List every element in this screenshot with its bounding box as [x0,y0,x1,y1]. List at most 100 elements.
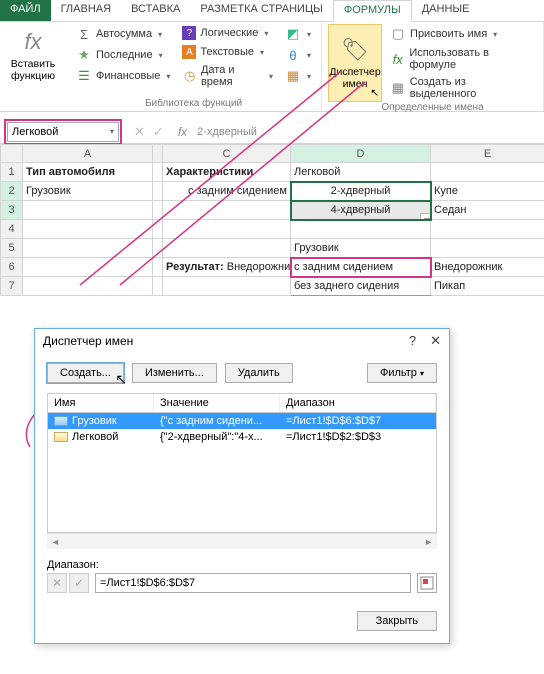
theta-icon: θ [285,47,301,63]
formula-input[interactable]: 2-хдверный [193,126,544,138]
worksheet-grid: A C D E 1 Тип автомобиля Характеристики … [0,144,544,296]
cell-E2[interactable]: Купе [431,182,544,201]
cell-D5[interactable]: Грузовик [291,239,431,258]
rowhdr-6[interactable]: 6 [1,258,23,277]
tab-formulas[interactable]: ФОРМУЛЫ [333,0,412,22]
hdr-value[interactable]: Значение [154,394,280,412]
logical-button[interactable]: ?Логические▾ [178,24,277,42]
financial-button[interactable]: ☰Финансовые▾ [72,66,174,86]
ribbon-tabs: ФАЙЛ ГЛАВНАЯ ВСТАВКА РАЗМЕТКА СТРАНИЦЫ Ф… [0,0,544,22]
tab-file[interactable]: ФАЙЛ [0,0,51,21]
range-accept-icon[interactable]: ✓ [69,573,89,593]
cell-C6[interactable]: Результат: Внедорожник [163,258,291,277]
more-icon: ▦ [285,68,301,84]
accept-icon[interactable]: ✓ [153,124,164,140]
fx-label-icon[interactable]: fx [178,125,187,139]
text-button[interactable]: AТекстовые▾ [178,43,277,61]
hdr-name[interactable]: Имя [48,394,154,412]
lookup-button[interactable]: ◩▾ [281,24,315,44]
tag-small-icon: ▢ [390,26,406,42]
sigma-icon: Σ [76,26,92,42]
grid-icon: ▦ [390,80,406,96]
cell-D1[interactable]: Легковой [291,163,431,182]
cell-C1[interactable]: Характеристики [163,163,291,182]
cell-E7[interactable]: Пикап [431,277,544,296]
close-icon[interactable]: ✕ [430,333,441,349]
tab-insert[interactable]: ВСТАВКА [121,0,190,21]
cancel-icon[interactable]: ✕ [134,124,145,140]
dialog-title: Диспетчер имен [43,334,133,348]
col-A[interactable]: A [23,145,153,163]
cell-A2[interactable]: Грузовик [23,182,153,201]
horizontal-scrollbar[interactable]: ◄► [47,533,437,549]
row-1: 1 Тип автомобиля Характеристики Легковой [1,163,544,182]
cell-C2[interactable]: с задним сидением [163,182,291,201]
chevron-down-icon[interactable]: ▾ [110,127,114,136]
rowhdr-7[interactable]: 7 [1,277,23,296]
dialog-titlebar[interactable]: Диспетчер имен ? ✕ [35,329,449,353]
edit-button[interactable]: Изменить... [132,363,217,383]
use-in-formula-button[interactable]: fxИспользовать в формуле [386,45,537,73]
rowhdr-1[interactable]: 1 [1,163,23,182]
math-button[interactable]: θ▾ [281,45,315,65]
list-header: Имя Значение Диапазон [47,393,437,413]
cell-D7[interactable]: без заднего сидения [291,277,431,296]
cell-E3[interactable]: Седан [431,201,544,220]
cell-A1[interactable]: Тип автомобиля [23,163,153,182]
range-picker-icon[interactable] [417,573,437,593]
name-manager-button[interactable]: 🏷 Диспетчер имен ↖ [328,24,382,102]
group-names-label: Определенные имена [328,102,537,115]
column-headers: A C D E [1,145,544,163]
col-B[interactable] [153,145,163,163]
col-C[interactable]: C [163,145,291,163]
tab-layout[interactable]: РАЗМЕТКА СТРАНИЦЫ [190,0,332,21]
group-library-label: Библиотека функций [72,98,315,111]
cell-E6[interactable]: Внедорожник [431,258,544,277]
lookup-icon: ◩ [285,26,301,42]
ribbon: fx Вставить функцию ΣАвтосумма▾ ★Последн… [0,22,544,112]
formula-bar-buttons: ✕ ✓ [126,124,172,140]
hdr-range[interactable]: Диапазон [280,394,436,412]
range-input[interactable]: =Лист1!$D$6:$D$7 [95,573,411,593]
autosum-button[interactable]: ΣАвтосумма▾ [72,24,174,44]
row-4: 4 [1,220,544,239]
question-icon: ? [182,26,196,40]
name-box-value: Легковой [12,126,58,138]
smart-tag-icon[interactable]: ▤ [420,213,431,220]
assign-name-button[interactable]: ▢Присвоить имя▾ [386,24,537,44]
money-icon: ☰ [76,68,92,84]
insert-function-button[interactable]: fx Вставить функцию [6,24,60,86]
rowhdr-3[interactable]: 3 [1,201,23,220]
cell-D2[interactable]: 2-хдверный [291,182,431,201]
range-label: Диапазон: [47,559,99,571]
range-cancel-icon[interactable]: ✕ [47,573,67,593]
tag-icon: 🏷 [341,36,369,64]
rowhdr-4[interactable]: 4 [1,220,23,239]
help-icon[interactable]: ? [409,333,416,349]
delete-button[interactable]: Удалить [225,363,293,383]
text-icon: A [182,45,196,59]
rowhdr-5[interactable]: 5 [1,239,23,258]
filter-button[interactable]: Фильтр ▾ [367,363,437,383]
datetime-button[interactable]: ◷Дата и время▾ [178,62,277,90]
recent-button[interactable]: ★Последние▾ [72,45,174,65]
clock-icon: ◷ [182,68,197,84]
create-from-sel-button[interactable]: ▦Создать из выделенного [386,74,537,102]
cell-D6[interactable]: с задним сидением [291,258,431,277]
tab-data[interactable]: ДАННЫЕ [412,0,480,21]
fx-small-icon: fx [390,51,405,67]
col-E[interactable]: E [431,145,544,163]
col-D[interactable]: D [291,145,431,163]
close-button[interactable]: Закрыть [357,611,437,631]
select-all-corner[interactable] [1,145,23,163]
namebox-highlight: Легковой ▾ [4,119,122,145]
names-list[interactable]: Грузовик {"с задним сидени... =Лист1!$D$… [47,413,437,533]
list-item[interactable]: Легковой {"2-хдверный":"4-х... =Лист1!$D… [48,429,436,445]
rowhdr-2[interactable]: 2 [1,182,23,201]
list-item[interactable]: Грузовик {"с задним сидени... =Лист1!$D$… [48,413,436,429]
tab-home[interactable]: ГЛАВНАЯ [51,0,121,21]
cell-D3[interactable]: 4-хдверный▤ [291,201,431,220]
create-button[interactable]: Создать...↖ [47,363,124,383]
name-box[interactable]: Легковой ▾ [7,122,119,142]
more-button[interactable]: ▦▾ [281,66,315,86]
